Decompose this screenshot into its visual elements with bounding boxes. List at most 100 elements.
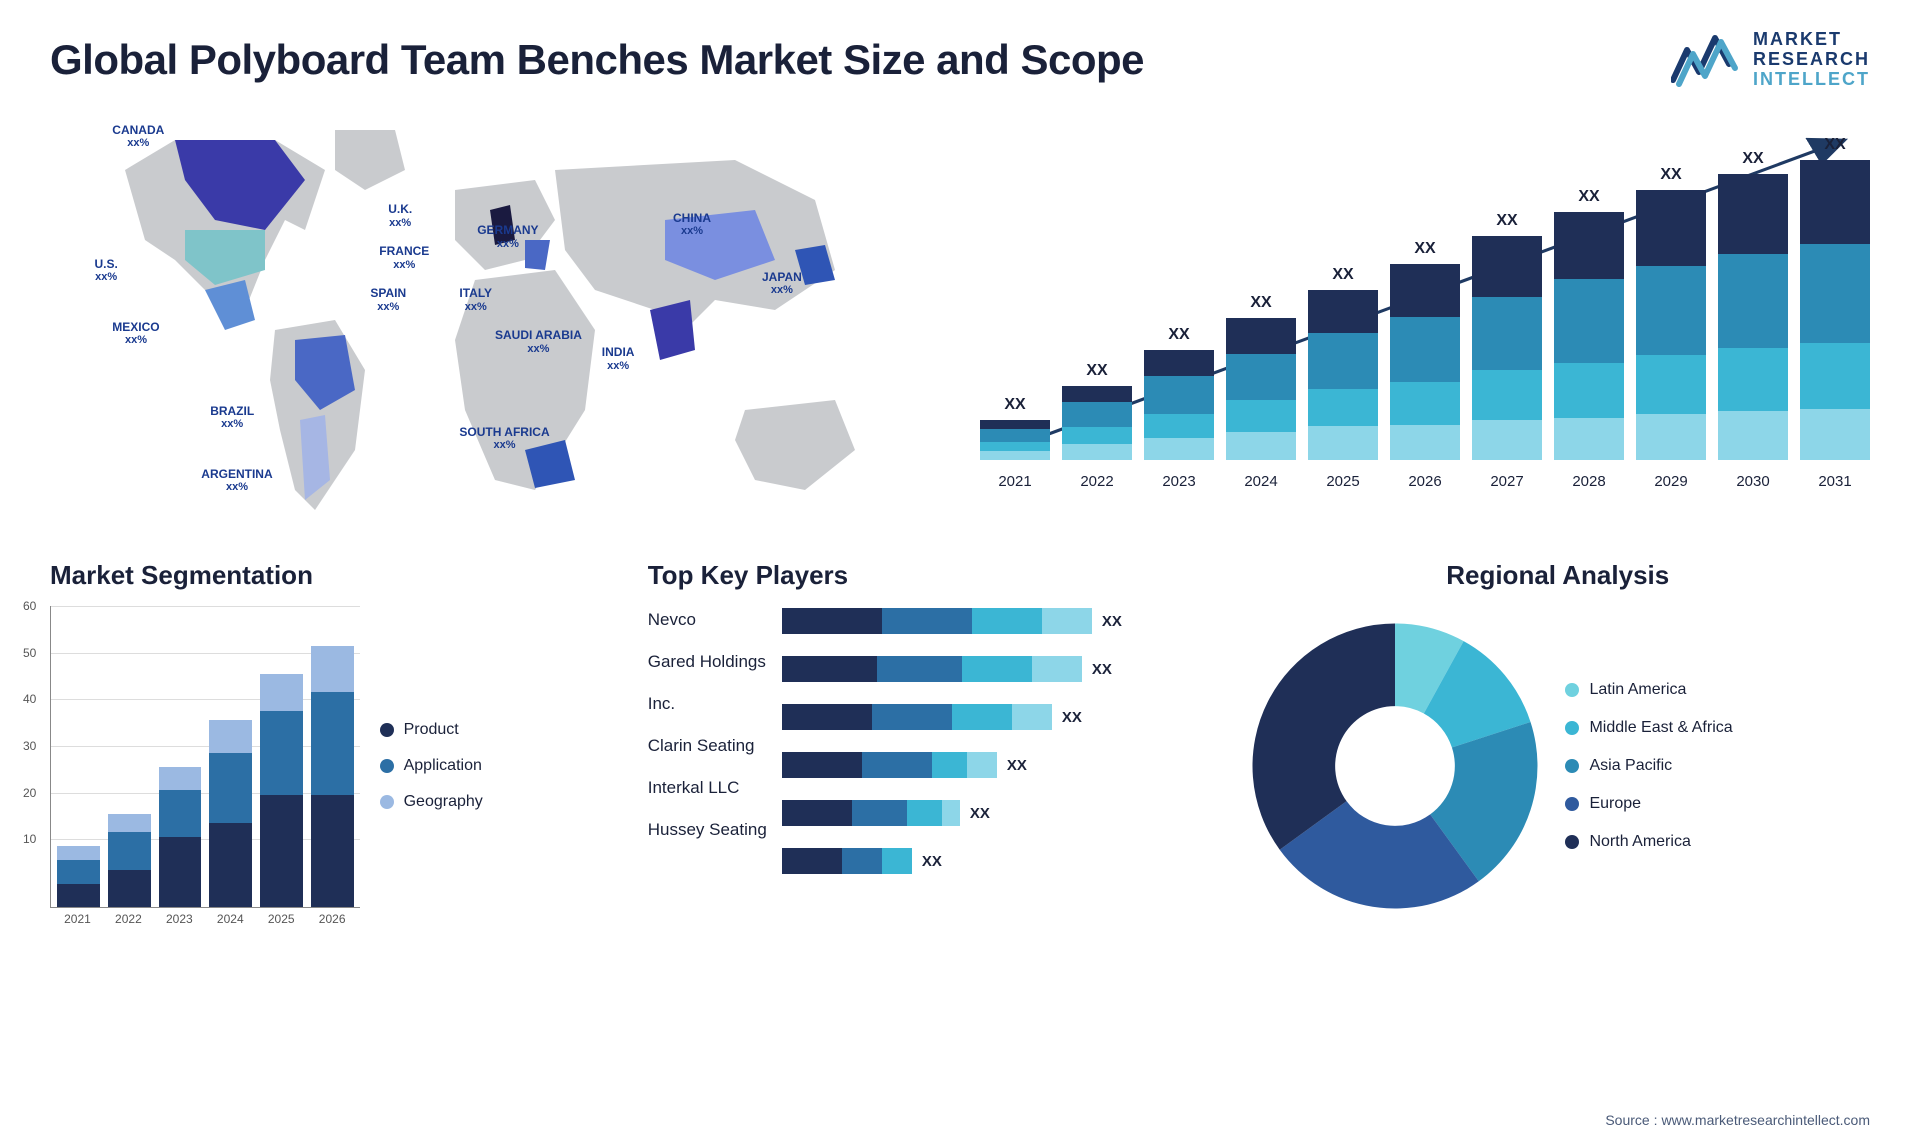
trend-bar-label: XX xyxy=(1086,362,1107,380)
trend-bar: XX xyxy=(1390,240,1460,460)
map-label: GERMANYxx% xyxy=(477,223,538,251)
seg-bar-segment xyxy=(209,720,252,753)
trend-bar-segment xyxy=(1554,363,1624,418)
trend-bar-segment xyxy=(1554,279,1624,363)
trend-year-label: 2029 xyxy=(1636,473,1706,490)
world-map: CANADAxx%U.S.xx%MEXICOxx%BRAZILxx%ARGENT… xyxy=(50,110,940,530)
trend-bar-segment xyxy=(1226,400,1296,431)
seg-bar-segment xyxy=(209,753,252,823)
key-player-bar-segment xyxy=(1012,704,1052,730)
key-player-bar-segment xyxy=(872,704,952,730)
map-label: FRANCExx% xyxy=(379,244,429,272)
trend-bar-label: XX xyxy=(1414,240,1435,258)
legend-swatch xyxy=(1565,759,1579,773)
map-label: ARGENTINAxx% xyxy=(201,467,272,495)
legend-item: Latin America xyxy=(1565,681,1732,699)
key-player-bar-segment xyxy=(882,848,912,874)
key-player-bar-segment xyxy=(1042,608,1092,634)
trend-bar-segment xyxy=(1390,425,1460,460)
seg-bar xyxy=(159,767,202,907)
trend-bar: XX xyxy=(1144,326,1214,460)
trend-bar-segment xyxy=(1390,382,1460,425)
seg-year-label: 2025 xyxy=(260,912,303,926)
key-player-bar-segment xyxy=(942,800,960,826)
map-label: SAUDI ARABIAxx% xyxy=(495,328,582,356)
seg-bar xyxy=(57,846,100,907)
trend-year-label: 2030 xyxy=(1718,473,1788,490)
trend-bar-segment xyxy=(1226,432,1296,460)
trend-bar-label: XX xyxy=(1168,326,1189,344)
top-row: CANADAxx%U.S.xx%MEXICOxx%BRAZILxx%ARGENT… xyxy=(50,110,1870,530)
seg-bar-segment xyxy=(57,846,100,860)
legend-item: Application xyxy=(380,757,618,775)
key-player-bar: XX xyxy=(782,704,1216,730)
trend-year-label: 2021 xyxy=(980,473,1050,490)
trend-bar: XX xyxy=(1636,166,1706,460)
seg-y-tick: 60 xyxy=(23,599,36,613)
seg-bar xyxy=(108,814,151,907)
map-svg xyxy=(50,110,940,530)
key-player-bar-segment xyxy=(782,752,862,778)
seg-year-label: 2024 xyxy=(209,912,252,926)
segmentation-x-axis: 202120222023202420252026 xyxy=(50,908,360,926)
key-player-name: Clarin Seating xyxy=(648,736,767,756)
seg-y-tick: 30 xyxy=(23,739,36,753)
legend-swatch xyxy=(380,759,394,773)
seg-year-label: 2021 xyxy=(56,912,99,926)
trend-bar-segment xyxy=(980,451,1050,460)
seg-bar xyxy=(311,646,354,907)
trend-bar: XX xyxy=(1554,188,1624,460)
key-player-value: XX xyxy=(1007,757,1027,774)
map-label: INDIAxx% xyxy=(602,345,635,373)
key-player-value: XX xyxy=(1062,709,1082,726)
trend-bar-segment xyxy=(1718,254,1788,348)
legend-item: Europe xyxy=(1565,795,1732,813)
trend-year-label: 2028 xyxy=(1554,473,1624,490)
map-label: JAPANxx% xyxy=(762,270,802,298)
key-player-bar: XX xyxy=(782,800,1216,826)
key-player-bar-segment xyxy=(952,704,1012,730)
trend-bar: XX xyxy=(1308,266,1378,460)
key-player-bar-segment xyxy=(782,608,882,634)
logo-text: MARKET RESEARCH INTELLECT xyxy=(1753,30,1870,89)
trend-bar-segment xyxy=(1800,244,1870,343)
trend-year-label: 2031 xyxy=(1800,473,1870,490)
trend-bar-segment xyxy=(1308,333,1378,389)
trend-bar-segment xyxy=(1062,444,1132,460)
trend-bars: XXXXXXXXXXXXXXXXXXXXXX xyxy=(980,160,1870,460)
key-player-bar: XX xyxy=(782,752,1216,778)
seg-y-tick: 40 xyxy=(23,692,36,706)
key-player-bar-segment xyxy=(972,608,1042,634)
trend-bar-segment xyxy=(1636,355,1706,414)
seg-bar-segment xyxy=(159,767,202,790)
donut-slice xyxy=(1253,624,1396,850)
seg-bar-segment xyxy=(108,870,151,907)
page-title: Global Polyboard Team Benches Market Siz… xyxy=(50,36,1144,84)
seg-bar-segment xyxy=(108,814,151,833)
bottom-row: Market Segmentation 102030405060 2021202… xyxy=(50,560,1870,980)
key-player-bar-segment xyxy=(782,704,872,730)
segmentation-legend: ProductApplicationGeography xyxy=(380,606,618,926)
key-player-bar-segment xyxy=(882,608,972,634)
key-player-name: Nevco xyxy=(648,610,767,630)
key-players-labels: NevcoGared HoldingsInc.Clarin SeatingInt… xyxy=(648,606,767,926)
trend-year-label: 2023 xyxy=(1144,473,1214,490)
seg-bar-segment xyxy=(159,790,202,837)
trend-x-axis: 2021202220232024202520262027202820292030… xyxy=(980,473,1870,490)
map-label: U.K.xx% xyxy=(388,202,412,230)
legend-label: Product xyxy=(404,721,459,739)
key-players-section: Top Key Players NevcoGared HoldingsInc.C… xyxy=(648,560,1216,980)
trend-bar-segment xyxy=(1554,212,1624,279)
key-player-name: Gared Holdings xyxy=(648,652,767,672)
seg-year-label: 2026 xyxy=(311,912,354,926)
segmentation-title: Market Segmentation xyxy=(50,560,618,591)
key-player-bar-segment xyxy=(862,752,932,778)
trend-bar-segment xyxy=(1472,370,1542,419)
trend-bar-segment xyxy=(1636,190,1706,266)
segmentation-section: Market Segmentation 102030405060 2021202… xyxy=(50,560,618,980)
trend-bar-segment xyxy=(1062,427,1132,443)
key-player-bar-segment xyxy=(1032,656,1082,682)
regional-donut xyxy=(1245,616,1545,916)
logo-icon xyxy=(1671,30,1741,90)
trend-bar-segment xyxy=(1144,438,1214,460)
